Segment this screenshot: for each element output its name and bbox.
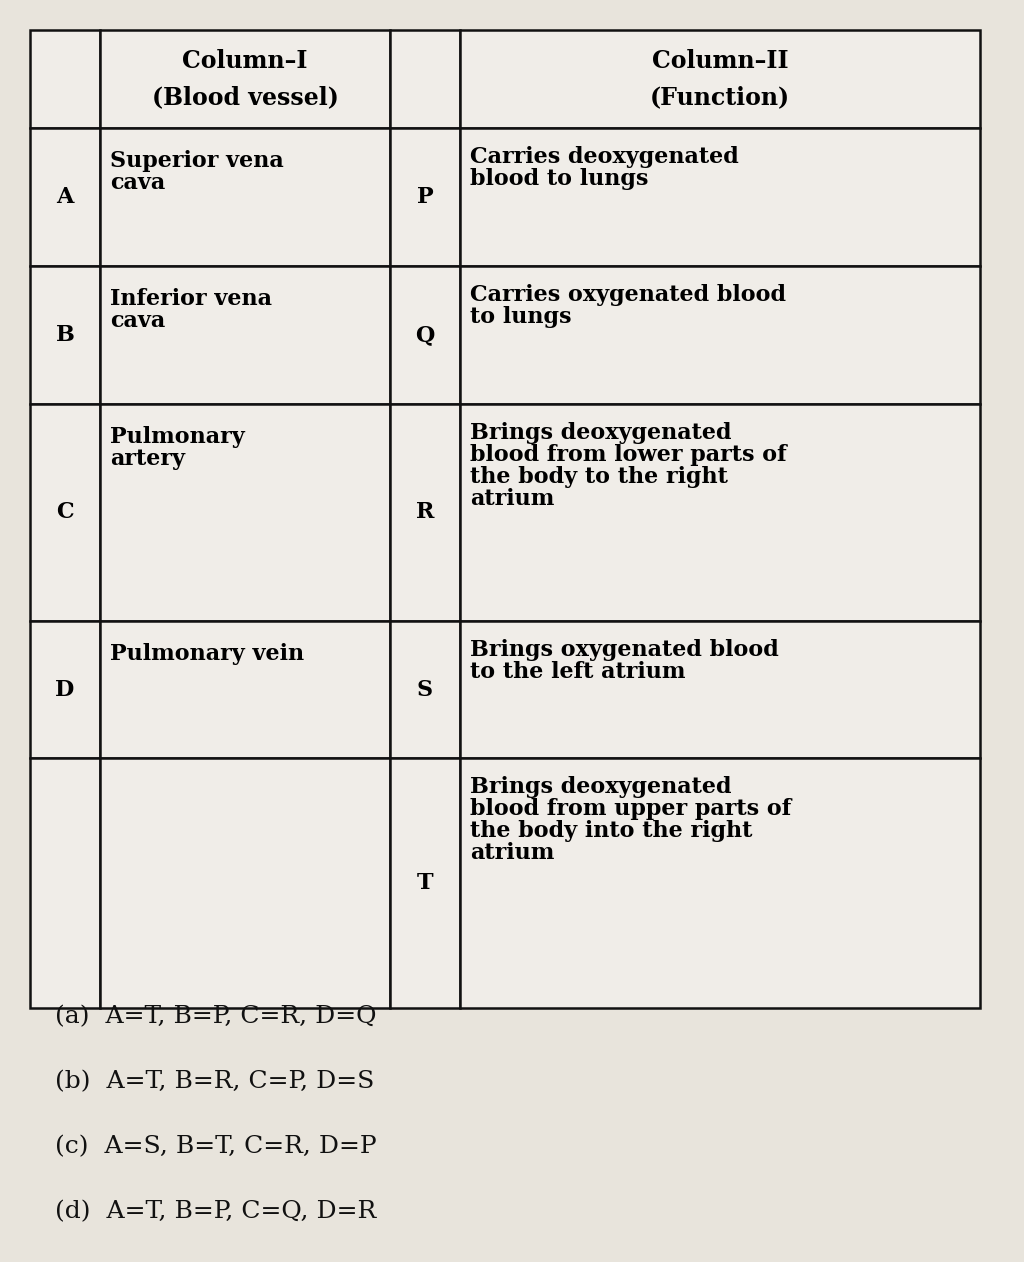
Text: Q: Q: [416, 324, 434, 346]
Text: (d)  A=T, B=P, C=Q, D=R: (d) A=T, B=P, C=Q, D=R: [55, 1200, 376, 1223]
Text: (Blood vessel): (Blood vessel): [152, 86, 339, 110]
Bar: [30, 129, 100, 266]
Bar: [390, 758, 460, 1008]
Text: C: C: [56, 501, 74, 524]
Text: to lungs: to lungs: [470, 307, 571, 328]
Text: Brings deoxygenated: Brings deoxygenated: [470, 776, 731, 799]
Text: cava: cava: [110, 173, 165, 194]
Text: D: D: [55, 679, 75, 700]
Text: Column–II: Column–II: [651, 49, 788, 73]
Bar: [390, 129, 460, 266]
Text: (b)  A=T, B=R, C=P, D=S: (b) A=T, B=R, C=P, D=S: [55, 1070, 375, 1093]
Bar: [30, 404, 100, 621]
Text: Pulmonary: Pulmonary: [110, 427, 245, 448]
Text: Brings oxygenated blood: Brings oxygenated blood: [470, 639, 778, 660]
Text: T: T: [417, 872, 433, 893]
Bar: [390, 266, 460, 404]
Text: artery: artery: [110, 448, 185, 469]
Text: to the left atrium: to the left atrium: [470, 660, 685, 683]
Text: (a)  A=T, B=P, C=R, D=Q: (a) A=T, B=P, C=R, D=Q: [55, 1005, 377, 1029]
Bar: [100, 129, 390, 266]
Text: the body into the right: the body into the right: [470, 820, 753, 843]
Bar: [100, 621, 390, 758]
Bar: [100, 266, 390, 404]
Text: Superior vena: Superior vena: [110, 150, 284, 173]
Bar: [30, 30, 100, 129]
Bar: [30, 621, 100, 758]
Text: (Function): (Function): [650, 86, 791, 110]
Text: A: A: [56, 187, 74, 208]
Bar: [460, 404, 980, 621]
Text: P: P: [417, 187, 433, 208]
Bar: [460, 129, 980, 266]
Bar: [30, 266, 100, 404]
Text: cava: cava: [110, 310, 165, 332]
Bar: [460, 266, 980, 404]
Bar: [390, 404, 460, 621]
Text: Brings deoxygenated: Brings deoxygenated: [470, 422, 731, 444]
Bar: [100, 30, 390, 129]
Bar: [30, 758, 100, 1008]
Text: the body to the right: the body to the right: [470, 466, 728, 488]
Bar: [100, 758, 390, 1008]
Text: (c)  A=S, B=T, C=R, D=P: (c) A=S, B=T, C=R, D=P: [55, 1135, 377, 1159]
Text: blood from upper parts of: blood from upper parts of: [470, 799, 792, 820]
Text: atrium: atrium: [470, 843, 554, 864]
Text: R: R: [416, 501, 434, 524]
Text: Inferior vena: Inferior vena: [110, 288, 272, 310]
Bar: [460, 30, 980, 129]
Text: Carries oxygenated blood: Carries oxygenated blood: [470, 284, 786, 307]
Text: blood to lungs: blood to lungs: [470, 168, 648, 191]
Bar: [100, 404, 390, 621]
Bar: [460, 758, 980, 1008]
Bar: [390, 621, 460, 758]
Bar: [460, 621, 980, 758]
Text: Column–I: Column–I: [182, 49, 308, 73]
Bar: [390, 30, 460, 129]
Text: Pulmonary vein: Pulmonary vein: [110, 642, 304, 665]
Text: Carries deoxygenated: Carries deoxygenated: [470, 146, 738, 168]
Text: atrium: atrium: [470, 488, 554, 510]
Text: S: S: [417, 679, 433, 700]
Text: blood from lower parts of: blood from lower parts of: [470, 444, 786, 466]
Text: B: B: [55, 324, 75, 346]
